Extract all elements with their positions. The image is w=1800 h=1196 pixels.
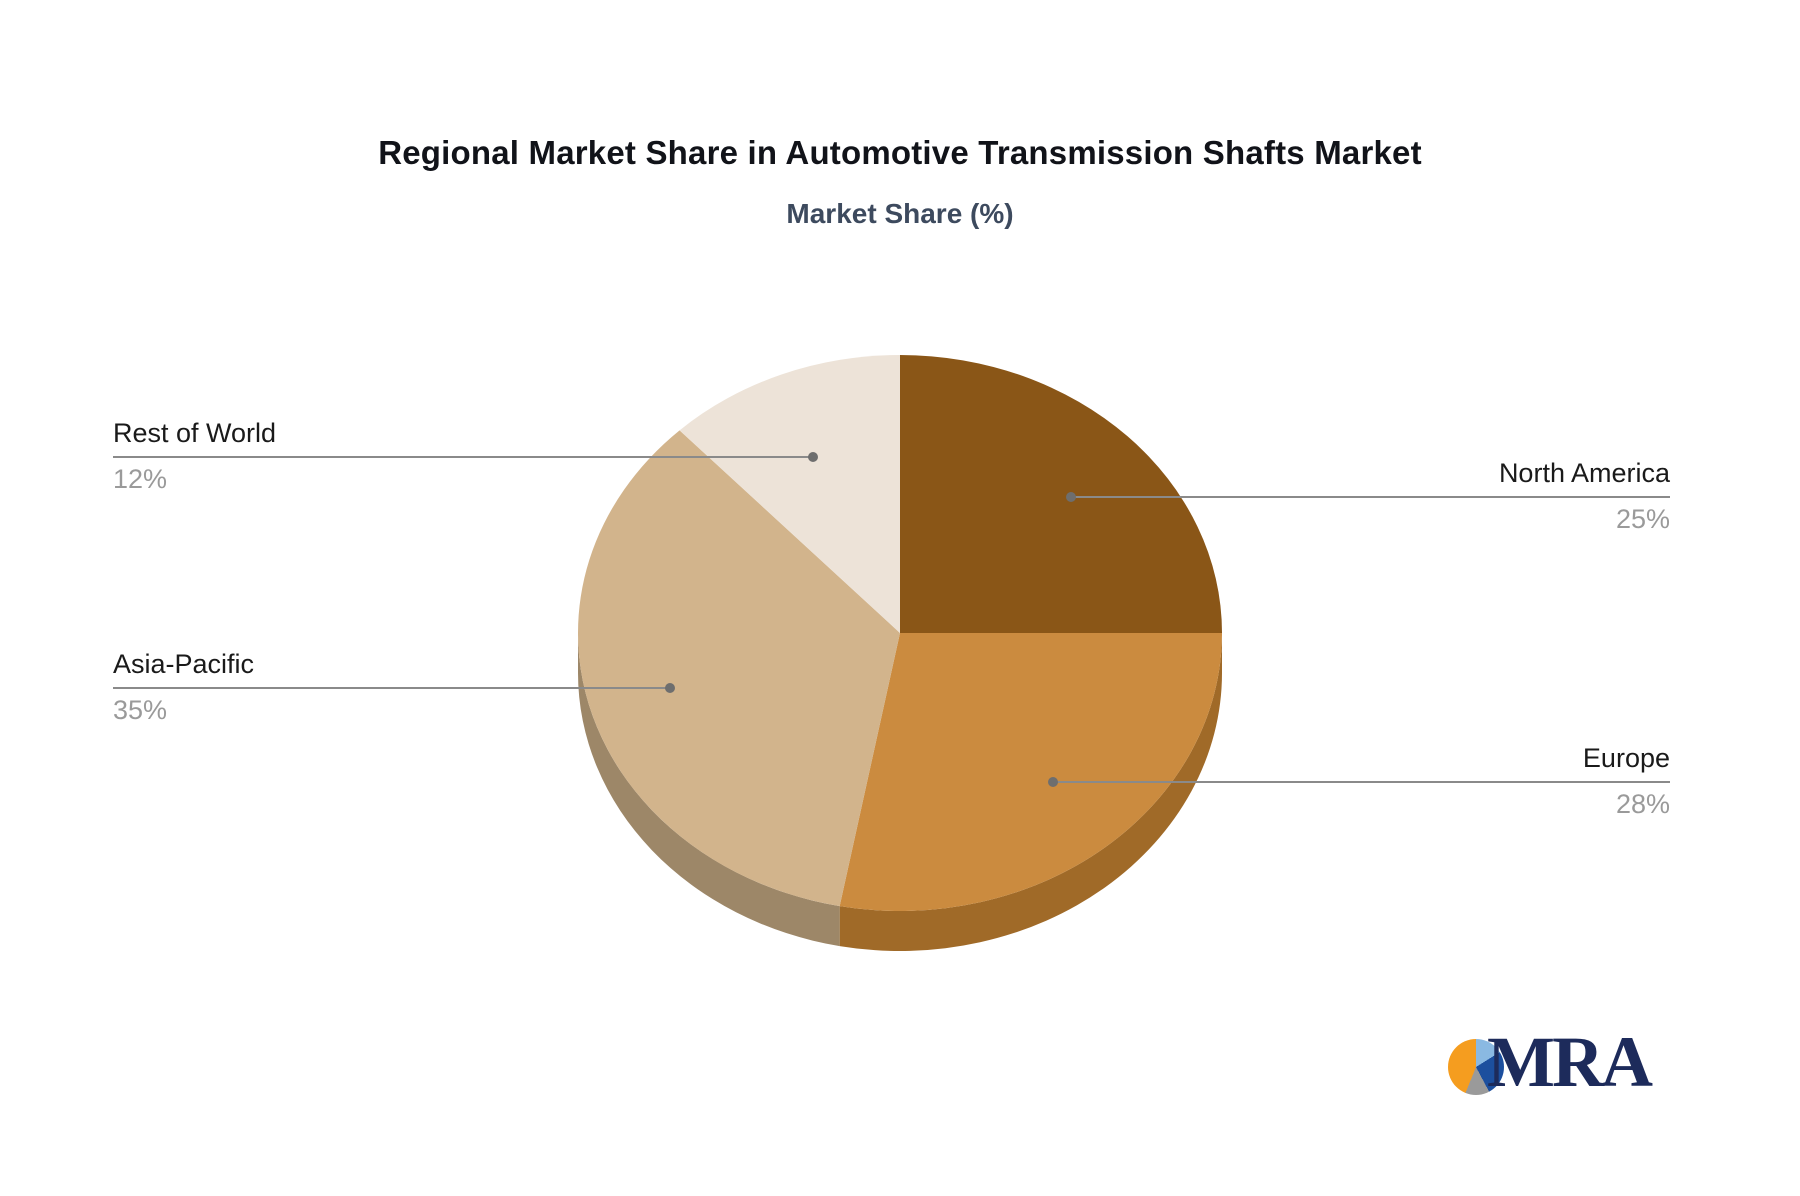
slice-value-rest-of-world: 12% <box>113 464 168 494</box>
slice-value-asia-pacific: 35% <box>113 695 168 725</box>
slice-label-north-america: North America <box>1498 458 1670 488</box>
pie-slice-depth-asia-pacific <box>578 633 840 947</box>
slice-value-north-america: 25% <box>1615 504 1670 534</box>
slice-value-europe: 28% <box>1615 789 1670 819</box>
pie-slice-north-america[interactable] <box>900 355 1222 633</box>
pie-slice-depth-europe <box>839 633 1222 951</box>
chart-title: Regional Market Share in Automotive Tran… <box>378 134 1422 171</box>
chart-subtitle: Market Share (%) <box>786 198 1014 229</box>
leader-dot-europe <box>1048 777 1058 787</box>
leader-dot-asia-pacific <box>665 683 675 693</box>
pie-slice-europe[interactable] <box>839 633 1222 911</box>
pie-slice-rest-of-world[interactable] <box>679 355 900 633</box>
slice-label-asia-pacific: Asia-Pacific <box>113 649 255 679</box>
pie-slice-asia-pacific[interactable] <box>577 430 900 907</box>
mra-logo: MRA <box>1448 1026 1688 1106</box>
leader-dot-rest-of-world <box>808 452 818 462</box>
logo-text: MRA <box>1487 1022 1653 1102</box>
leader-dot-north-america <box>1066 492 1076 502</box>
slice-label-rest-of-world: Rest of World <box>113 418 277 448</box>
slice-label-europe: Europe <box>1582 743 1670 773</box>
logo-pie-chart-icon <box>1448 1039 1504 1095</box>
